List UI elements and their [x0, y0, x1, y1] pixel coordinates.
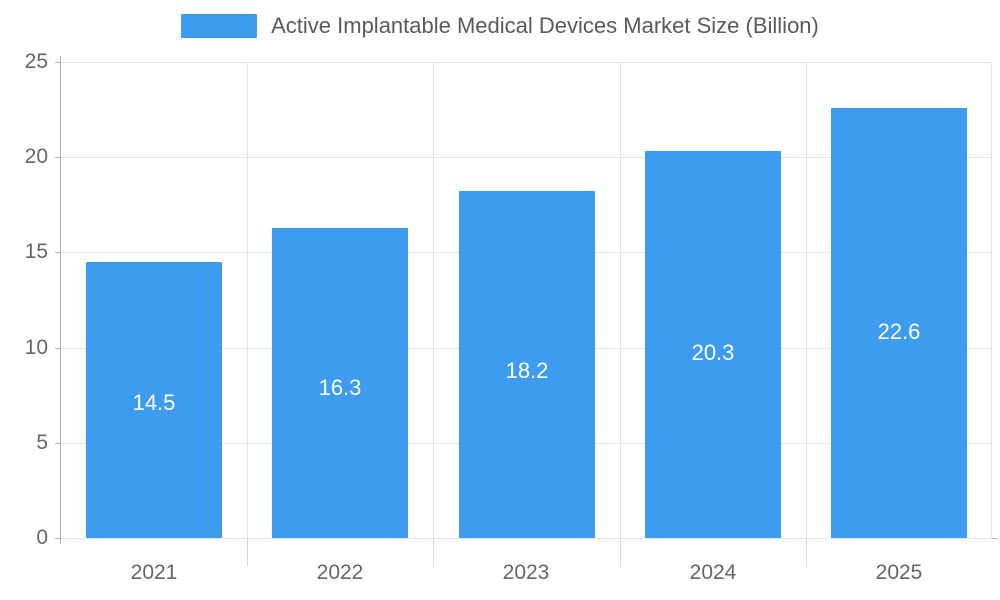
gridline-vertical — [247, 62, 248, 538]
bar-value-label: 20.3 — [691, 340, 735, 365]
bar[interactable] — [459, 191, 595, 538]
bar-value-label: 14.5 — [132, 390, 176, 415]
bar-value-label: 18.2 — [505, 358, 549, 383]
y-axis-tick-mark — [55, 157, 61, 159]
gridline-horizontal — [61, 538, 992, 539]
y-axis-tick-label: 10 — [24, 335, 48, 359]
bar[interactable] — [831, 108, 967, 538]
gridline-horizontal — [61, 157, 992, 159]
y-axis-tick-mark — [55, 442, 61, 444]
x-axis-tick-label: 2021 — [130, 561, 178, 584]
gridline-vertical — [620, 62, 621, 538]
bar-value-label: 16.3 — [318, 375, 362, 400]
x-axis-tick-label: 2022 — [316, 561, 364, 584]
legend-item-market-size[interactable]: Active Implantable Medical Devices Marke… — [181, 14, 819, 38]
y-axis-line — [60, 56, 61, 544]
plot-area: 14.5 16.3 18.2 20.3 22.6 — [61, 62, 992, 539]
gridline-horizontal — [61, 62, 992, 63]
y-axis-tick-label: 5 — [36, 430, 48, 454]
plot-right-border — [991, 62, 992, 538]
x-axis-tick-mark — [806, 538, 807, 566]
y-axis-tick-label: 0 — [36, 526, 48, 549]
x-axis-tick-label: 2024 — [689, 561, 737, 584]
y-axis-tick-mark — [55, 347, 61, 349]
y-axis-tick-label: 15 — [24, 240, 48, 264]
chart-legend: Active Implantable Medical Devices Marke… — [0, 14, 1000, 38]
x-axis-tick-label: 2023 — [502, 561, 550, 584]
y-axis-tick-label: 25 — [24, 50, 48, 73]
y-axis-tick-mark — [55, 538, 61, 539]
x-axis-tick-mark — [433, 538, 434, 566]
legend-item-label: Active Implantable Medical Devices Marke… — [271, 13, 819, 38]
x-axis-tick-label: 2025 — [875, 561, 923, 584]
x-axis-tick-mark — [620, 538, 621, 566]
legend-color-swatch-icon — [181, 14, 258, 38]
y-axis-tick-label: 20 — [24, 145, 48, 169]
bar-value-label: 22.6 — [877, 319, 921, 344]
y-axis-tick-mark — [55, 252, 61, 254]
y-axis-tick-mark — [55, 62, 61, 63]
bar[interactable] — [645, 151, 781, 538]
bar[interactable] — [86, 262, 222, 538]
gridline-vertical — [433, 62, 434, 538]
bar[interactable] — [272, 228, 408, 538]
x-axis-tick-mark — [247, 538, 248, 566]
gridline-vertical — [806, 62, 807, 538]
